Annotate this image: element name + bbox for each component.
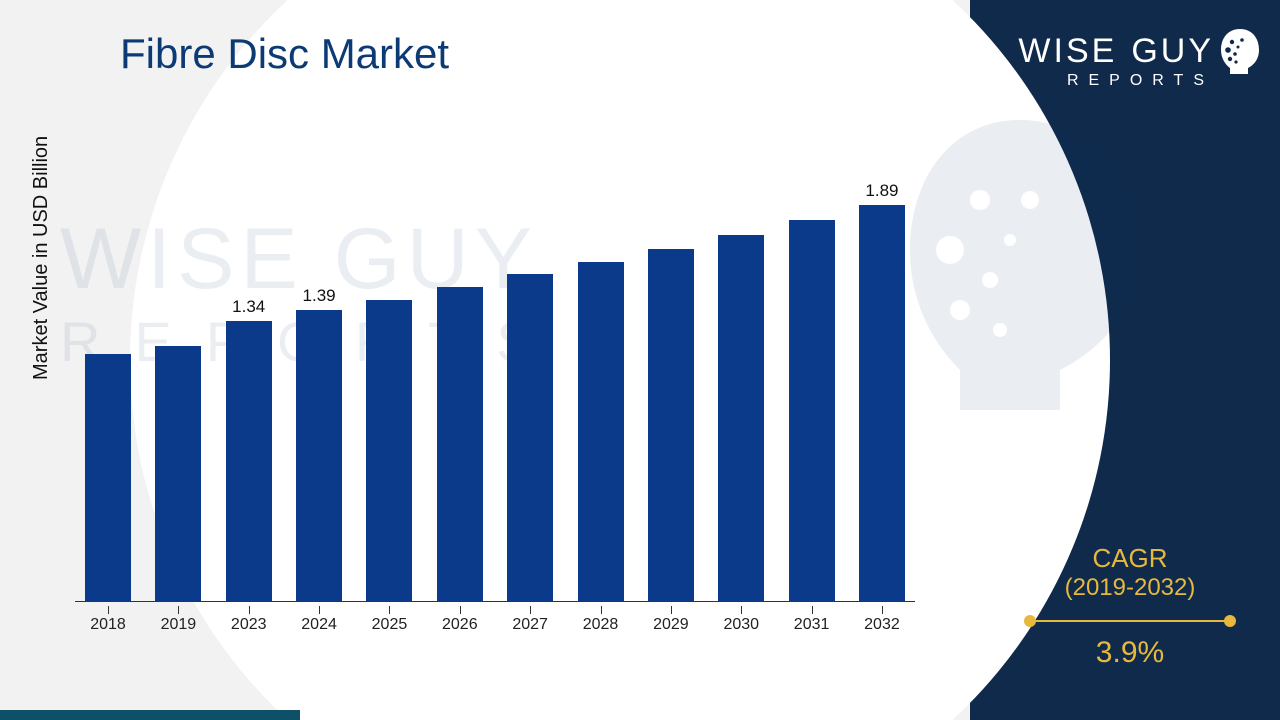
- x-tick-label: 2023: [221, 616, 277, 634]
- cagr-value: 3.9%: [1000, 636, 1260, 670]
- bar-rect: [578, 262, 624, 602]
- bar-slot: [150, 322, 206, 602]
- x-tick-label: 2019: [150, 616, 206, 634]
- cagr-box: CAGR (2019-2032) 3.9%: [1000, 543, 1260, 670]
- logo-word-wise: WISE: [1018, 32, 1117, 71]
- logo: WISE GUY REPORTS: [980, 28, 1260, 90]
- bar-slot: 1.89: [854, 181, 910, 602]
- bar-rect: [85, 354, 131, 602]
- bottom-accent-bar: [0, 710, 300, 720]
- x-tick-label: 2026: [432, 616, 488, 634]
- x-tick-label: 2028: [573, 616, 629, 634]
- bar-rect: [366, 300, 412, 602]
- bar-slot: 1.39: [291, 286, 347, 602]
- x-tick-label: 2030: [713, 616, 769, 634]
- cagr-divider: [1030, 620, 1230, 622]
- x-tick-label: 2025: [361, 616, 417, 634]
- x-tick-label: 2031: [784, 616, 840, 634]
- bar-rect: [648, 249, 694, 602]
- bars-container: 1.34 1.39 1.89: [80, 182, 910, 602]
- bar-slot: [643, 225, 699, 602]
- y-axis-label: Market Value in USD Billion: [30, 136, 53, 380]
- bar-slot: [432, 263, 488, 602]
- bar-rect: [507, 274, 553, 602]
- x-ticks-container: 2018 2019 2023 2024 2025 2026 2027 2028 2029 2030…: [80, 616, 910, 634]
- chart-area: Fibre Disc Market Market Value in USD Bi…: [0, 0, 970, 720]
- x-tick-label: 2018: [80, 616, 136, 634]
- bar-slot: [502, 250, 558, 602]
- bar-rect: [226, 321, 272, 602]
- x-tick-label: 2024: [291, 616, 347, 634]
- bar-slot: [80, 330, 136, 602]
- bar-slot: 1.34: [221, 297, 277, 602]
- bar-rect: [437, 287, 483, 602]
- x-tick-label: 2032: [854, 616, 910, 634]
- cagr-period: (2019-2032): [1000, 574, 1260, 602]
- x-tick-label: 2027: [502, 616, 558, 634]
- cagr-title: CAGR: [1000, 543, 1260, 574]
- bar-slot: [713, 211, 769, 603]
- logo-line2: REPORTS: [980, 72, 1214, 90]
- bar-rect: [296, 310, 342, 602]
- chart-title: Fibre Disc Market: [120, 30, 449, 78]
- bar-rect: [859, 205, 905, 602]
- bar-rect: [718, 235, 764, 603]
- bar-value-label: 1.39: [303, 286, 336, 306]
- bar-slot: [573, 238, 629, 602]
- bar-value-label: 1.34: [232, 297, 265, 317]
- bar-slot: [361, 276, 417, 602]
- bar-rect: [789, 220, 835, 602]
- bar-rect: [155, 346, 201, 602]
- logo-word-guy: GUY: [1131, 32, 1214, 71]
- stage: WISE GUY REPORTS Fibre Disc Market Marke…: [0, 0, 1280, 720]
- x-tick-label: 2029: [643, 616, 699, 634]
- bar-value-label: 1.89: [865, 181, 898, 201]
- bar-slot: [784, 196, 840, 602]
- logo-line1: WISE GUY: [980, 28, 1260, 74]
- logo-head-icon: [1218, 28, 1260, 74]
